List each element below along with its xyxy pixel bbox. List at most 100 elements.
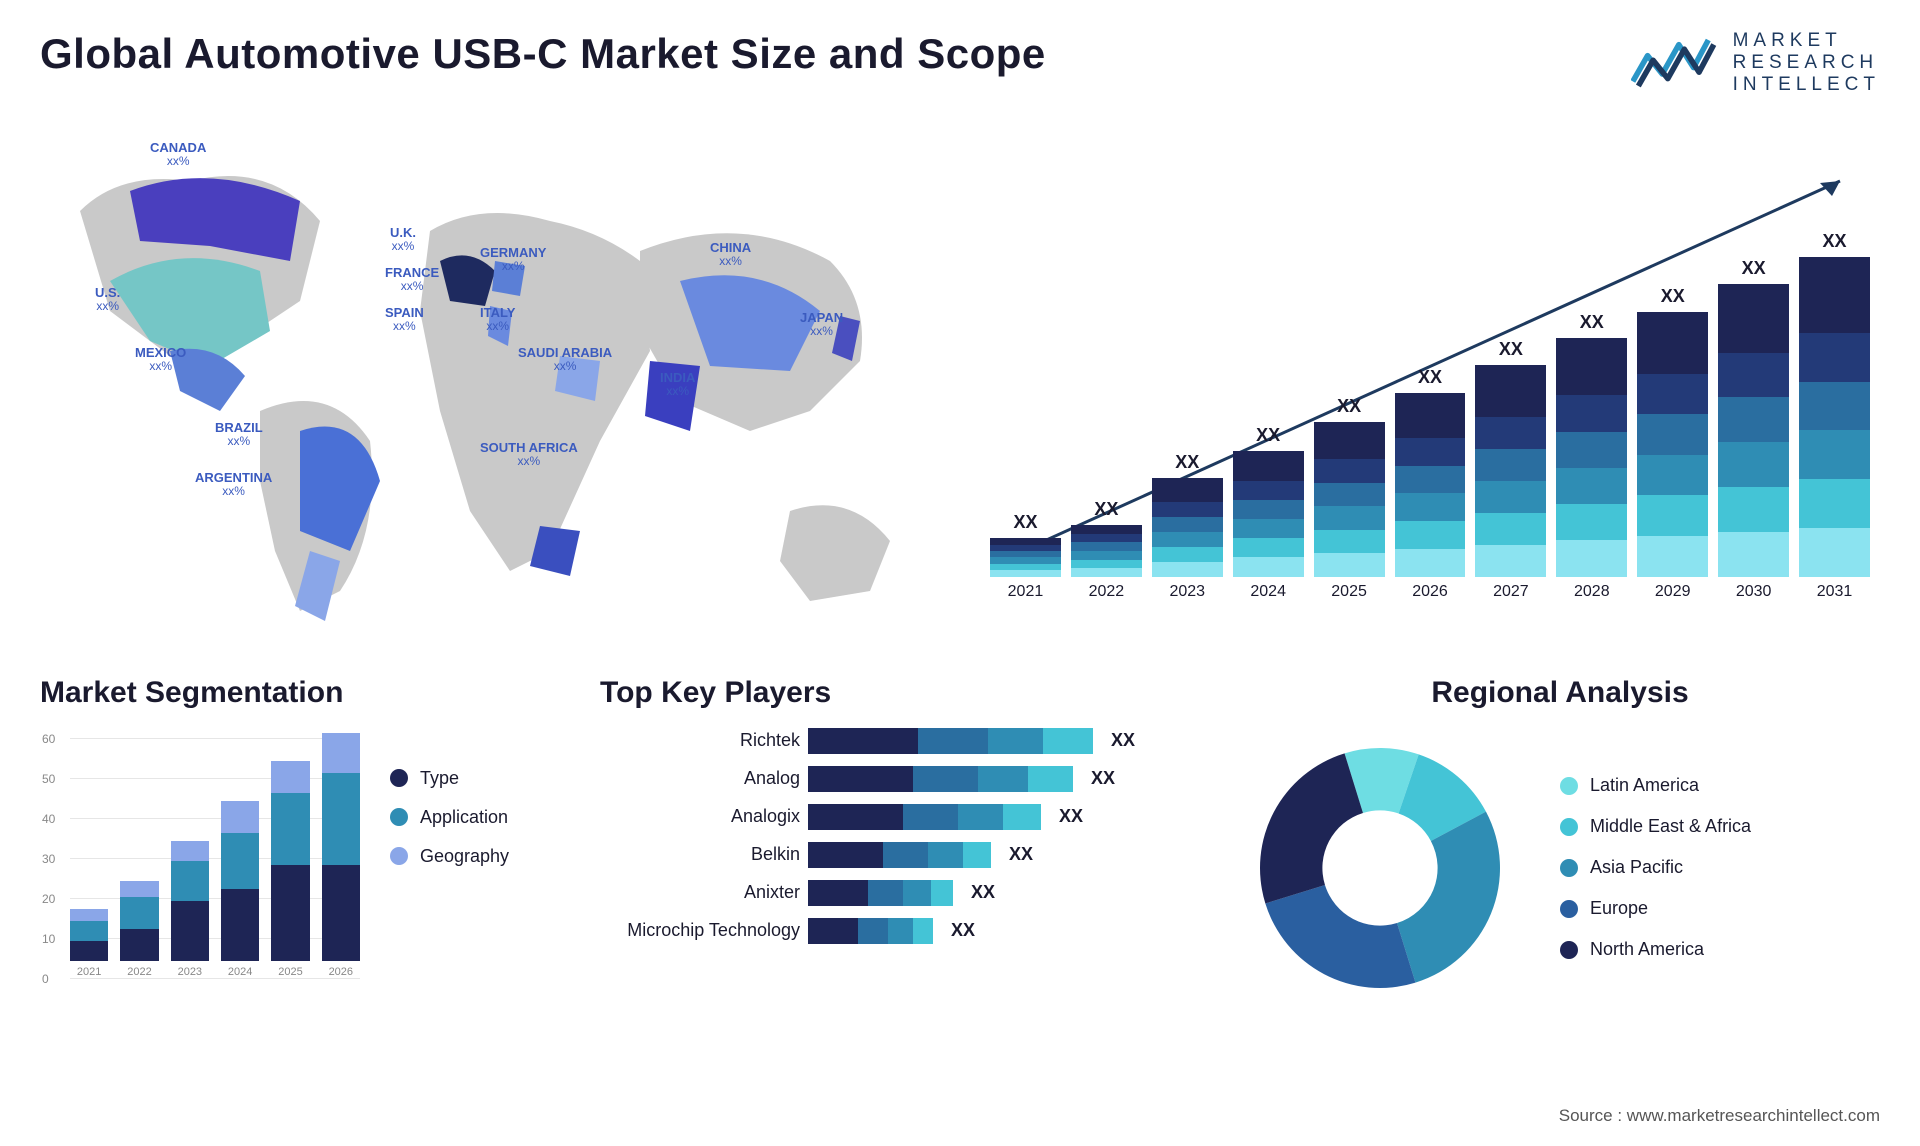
growth-bar-segment [1475, 417, 1546, 449]
region-legend-label: Asia Pacific [1590, 857, 1683, 878]
growth-bar-col: XX2026 [1395, 367, 1466, 600]
player-bar-segment [913, 766, 978, 792]
seg-y-tick: 0 [42, 972, 49, 986]
growth-bar-segment [1314, 506, 1385, 529]
seg-legend-item: Application [390, 807, 509, 828]
growth-bar-segment [1233, 557, 1304, 576]
growth-bar-year: 2031 [1817, 583, 1853, 601]
seg-bar-col: 2023 [171, 841, 209, 978]
growth-bar-segment [1314, 422, 1385, 459]
player-bar-segment [1028, 766, 1073, 792]
growth-bar-col: XX2028 [1556, 312, 1627, 601]
growth-bar [1718, 284, 1789, 576]
legend-dot-icon [1560, 777, 1578, 795]
seg-bar-segment [322, 865, 360, 961]
growth-bar-value: XX [1175, 452, 1199, 473]
player-bar-segment [928, 842, 963, 868]
region-legend-item: Latin America [1560, 775, 1751, 796]
growth-bar-segment [1152, 532, 1223, 547]
growth-bar-segment [1799, 333, 1870, 382]
player-value: XX [1009, 844, 1033, 865]
map-country-label: ARGENTINAxx% [195, 471, 272, 498]
players-title: Top Key Players [600, 676, 1220, 710]
growth-chart-panel: XX2021XX2022XX2023XX2024XX2025XX2026XX20… [970, 131, 1880, 651]
player-bar-segment [903, 880, 931, 906]
player-name: Richtek [600, 730, 800, 751]
growth-bar-segment [1475, 513, 1546, 545]
growth-bar-col: XX2023 [1152, 452, 1223, 600]
growth-bar [990, 538, 1061, 576]
seg-legend-item: Geography [390, 846, 509, 867]
regional-donut-chart [1240, 728, 1520, 1008]
player-bar [808, 804, 1041, 830]
seg-bar-col: 2021 [70, 909, 108, 978]
seg-bar-year: 2026 [329, 966, 353, 978]
growth-bar [1637, 312, 1708, 577]
growth-bar [1071, 525, 1142, 576]
growth-bar-segment [1799, 257, 1870, 333]
player-value: XX [1059, 806, 1083, 827]
player-bar [808, 880, 953, 906]
region-legend-item: Middle East & Africa [1560, 816, 1751, 837]
growth-bar-segment [990, 570, 1061, 576]
growth-bar-segment [1556, 504, 1627, 540]
player-bar-segment [988, 728, 1043, 754]
growth-bar-segment [1071, 568, 1142, 577]
growth-bar-segment [1556, 432, 1627, 468]
player-bar-segment [1003, 804, 1041, 830]
growth-bar-segment [1395, 466, 1466, 494]
growth-bar-segment [1071, 551, 1142, 560]
growth-bar-year: 2022 [1089, 583, 1125, 601]
page-title: Global Automotive USB-C Market Size and … [40, 30, 1046, 78]
growth-bar-col: XX2030 [1718, 258, 1789, 600]
growth-bar-value: XX [1661, 286, 1685, 307]
growth-bar-segment [1314, 530, 1385, 553]
growth-bar-col: XX2024 [1233, 425, 1304, 601]
growth-bar-value: XX [1499, 339, 1523, 360]
growth-bar-segment [1395, 393, 1466, 438]
player-bar-segment [808, 842, 883, 868]
player-bar [808, 842, 991, 868]
growth-bar-value: XX [1094, 499, 1118, 520]
seg-bar-col: 2024 [221, 801, 259, 978]
player-value: XX [951, 920, 975, 941]
player-bar-segment [1043, 728, 1093, 754]
brand-logo: MARKET RESEARCH INTELLECT [1631, 30, 1880, 96]
growth-bar [1152, 478, 1223, 576]
world-map-panel: CANADAxx%U.S.xx%MEXICOxx%BRAZILxx%ARGENT… [40, 131, 940, 651]
growth-bar-segment [1071, 542, 1142, 551]
logo-text-1: MARKET [1733, 30, 1880, 52]
map-country-label: INDIAxx% [660, 371, 695, 398]
growth-bar-segment [1556, 468, 1627, 504]
growth-bar-value: XX [1337, 396, 1361, 417]
map-country-label: BRAZILxx% [215, 421, 263, 448]
regional-title: Regional Analysis [1240, 676, 1880, 710]
seg-bar-segment [70, 909, 108, 921]
seg-bar-segment [221, 833, 259, 889]
growth-bar-segment [1395, 438, 1466, 466]
player-bar-segment [808, 918, 858, 944]
growth-bar-segment [1637, 455, 1708, 496]
legend-dot-icon [1560, 900, 1578, 918]
player-bar-segment [888, 918, 913, 944]
seg-y-tick: 10 [42, 932, 55, 946]
player-value: XX [1111, 730, 1135, 751]
growth-bar-segment [1556, 338, 1627, 396]
growth-bar-segment [1475, 481, 1546, 513]
player-bar-segment [958, 804, 1003, 830]
region-legend-item: North America [1560, 939, 1751, 960]
growth-bar-segment [1718, 353, 1789, 398]
growth-bar-segment [1071, 534, 1142, 543]
player-bar-segment [883, 842, 928, 868]
player-bar-segment [963, 842, 991, 868]
seg-y-tick: 30 [42, 852, 55, 866]
growth-bar-value: XX [1013, 512, 1037, 533]
growth-bar-segment [1718, 487, 1789, 532]
growth-bar-segment [1637, 495, 1708, 536]
player-row: Microchip TechnologyXX [600, 918, 1220, 944]
growth-bar-segment [1556, 540, 1627, 576]
growth-bar-segment [1233, 451, 1304, 481]
growth-bar-segment [1556, 395, 1627, 431]
player-bar-segment [808, 766, 913, 792]
player-name: Belkin [600, 844, 800, 865]
